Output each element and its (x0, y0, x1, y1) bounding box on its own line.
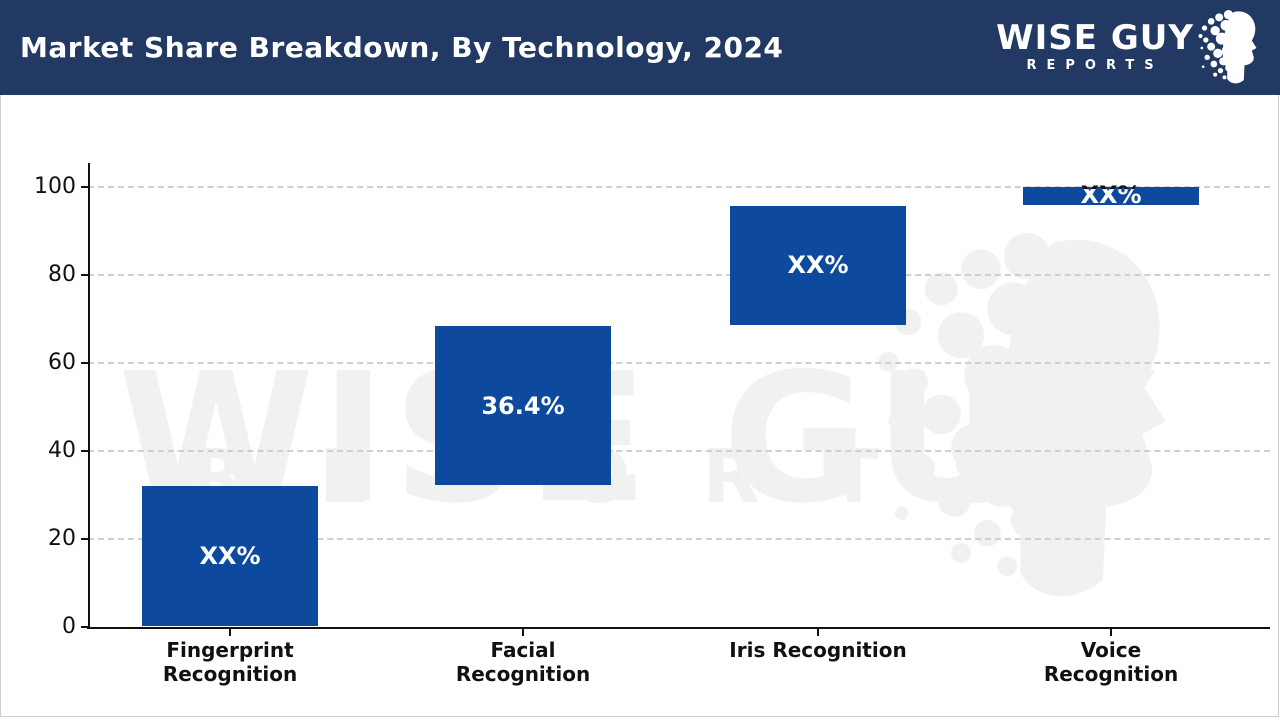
x-axis-tick (817, 629, 819, 636)
logo-wiseguy-text: WISE GUY (996, 18, 1194, 58)
y-tick-label: 20 (48, 526, 76, 551)
y-gridline (88, 538, 1270, 540)
y-axis-tick (81, 274, 88, 276)
y-tick-label: 0 (62, 614, 76, 639)
market-share-bar: XX% (730, 205, 906, 326)
market-share-bar (1023, 187, 1199, 205)
y-axis-tick (81, 186, 88, 188)
x-category-label: Fingerprint Recognition (162, 638, 298, 686)
y-gridline (88, 186, 1270, 188)
header-band: Market Share Breakdown, By Technology, 2… (0, 0, 1280, 95)
chart-title: Market Share Breakdown, By Technology, 2… (20, 31, 784, 64)
logo-text: WISE GUY REPORTS (996, 20, 1194, 73)
x-axis-line (87, 627, 1270, 629)
y-axis-tick (81, 626, 88, 628)
bar-value-label-text: XX% (1080, 181, 1142, 209)
y-tick-label: 80 (48, 262, 76, 287)
y-gridline (88, 450, 1270, 452)
x-axis-tick (1110, 629, 1112, 636)
bar-value-label: XX% (199, 542, 261, 571)
market-share-bar: XX% (142, 486, 318, 626)
x-category-label: Facial Recognition (455, 638, 591, 686)
y-gridline (88, 362, 1270, 364)
bar-value-label: 36.4% (481, 391, 565, 420)
logo-reports-text: REPORTS (1026, 58, 1164, 73)
wise-guy-reports-logo: WISE GUY REPORTS (996, 6, 1262, 90)
x-category-label: Voice Recognition (1043, 638, 1179, 686)
y-tick-label: 60 (48, 350, 76, 375)
x-axis-tick (522, 629, 524, 636)
y-gridline (88, 274, 1270, 276)
x-category-label: Iris Recognition (729, 638, 907, 662)
y-axis-tick (81, 362, 88, 364)
y-tick-label: 100 (34, 174, 76, 199)
y-axis-tick (81, 538, 88, 540)
y-axis-tick (81, 450, 88, 452)
y-tick-label: 40 (48, 438, 76, 463)
bar-value-label: XX% (787, 251, 849, 280)
x-axis-tick (229, 629, 231, 636)
bar-value-label: XX% XX% (1023, 181, 1199, 209)
logo-dotted-head-icon (1198, 10, 1257, 84)
watermark-dotted-head-icon (878, 232, 1166, 597)
market-share-bar: 36.4% (435, 326, 611, 486)
y-axis-line (88, 163, 90, 629)
bar-value-label-text: XX% (1080, 181, 1142, 209)
